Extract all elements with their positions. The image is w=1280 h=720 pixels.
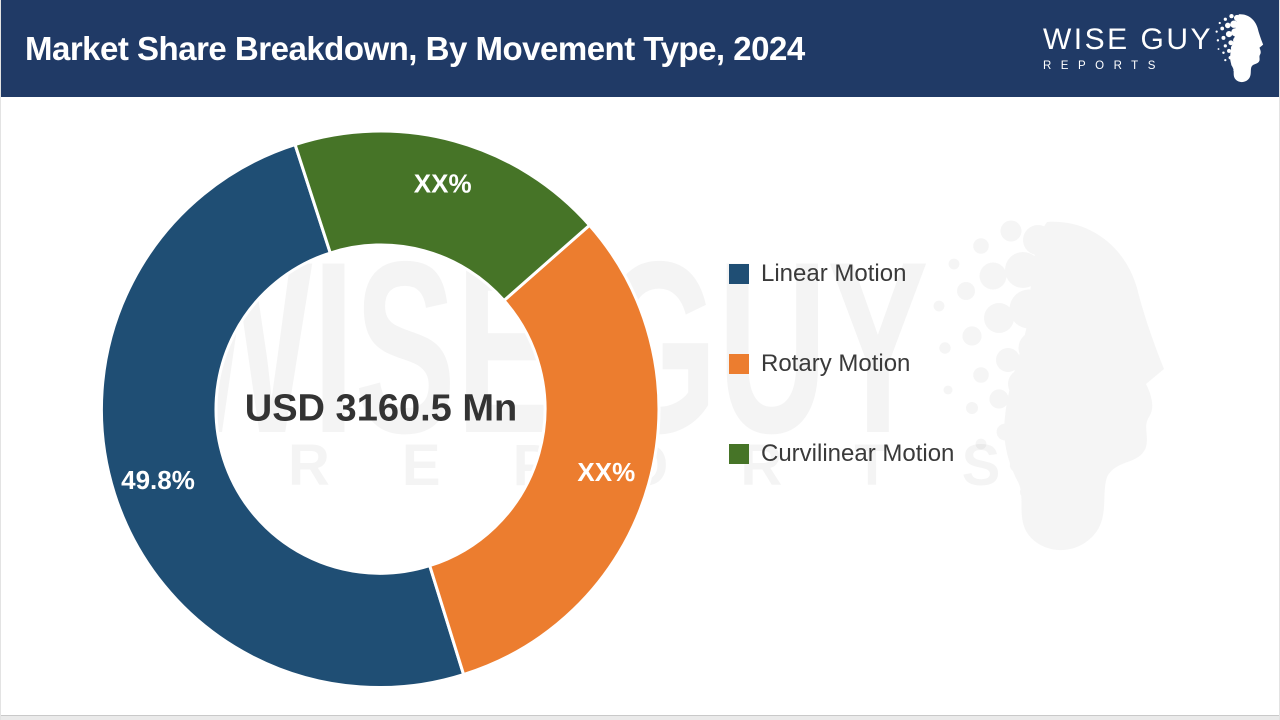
wiseguy-face-icon xyxy=(1215,13,1264,82)
page-title: Market Share Breakdown, By Movement Type… xyxy=(25,29,805,67)
legend: Linear Motion Rotary Motion Curvilinear Mo… xyxy=(729,259,954,529)
wiseguy-logo: WISE GUY REPORTS xyxy=(1043,9,1265,89)
chart-area: WISE GUY REPORTS 49.8%XX%XX% USD 3160.5 … xyxy=(1,97,1279,715)
logo-subtitle: REPORTS xyxy=(1042,60,1165,72)
donut-center-value: USD 3160.5 Mn xyxy=(244,387,518,430)
slice-percent-label: XX% xyxy=(414,168,472,198)
legend-swatch xyxy=(729,354,749,374)
legend-label: Linear Motion xyxy=(761,260,907,287)
donut-chart: 49.8% XX% XX% xyxy=(99,129,661,690)
legend-item-0: Linear Motion xyxy=(729,259,954,289)
legend-swatch xyxy=(729,264,749,284)
donut-slice-2 xyxy=(293,129,591,302)
donut-slice-0 xyxy=(99,143,466,690)
slice-percent-label: 49.8% xyxy=(121,465,195,495)
header: Market Share Breakdown, By Movement Type… xyxy=(1,0,1279,97)
footer-strip xyxy=(1,715,1279,720)
legend-item-1: Rotary Motion xyxy=(729,349,954,379)
watermark-face-icon xyxy=(933,220,1164,551)
logo-text: WISE GUY REPORTS xyxy=(1042,23,1213,73)
slice-percent-label: XX% xyxy=(577,457,635,487)
legend-item-2: Curvilinear Motion xyxy=(729,439,954,469)
legend-label: Rotary Motion xyxy=(761,350,911,377)
donut-slice-1 xyxy=(428,223,661,676)
logo-wordmark: WISE GUY xyxy=(1042,23,1213,56)
legend-label: Curvilinear Motion xyxy=(761,440,955,467)
legend-swatch xyxy=(729,444,749,464)
